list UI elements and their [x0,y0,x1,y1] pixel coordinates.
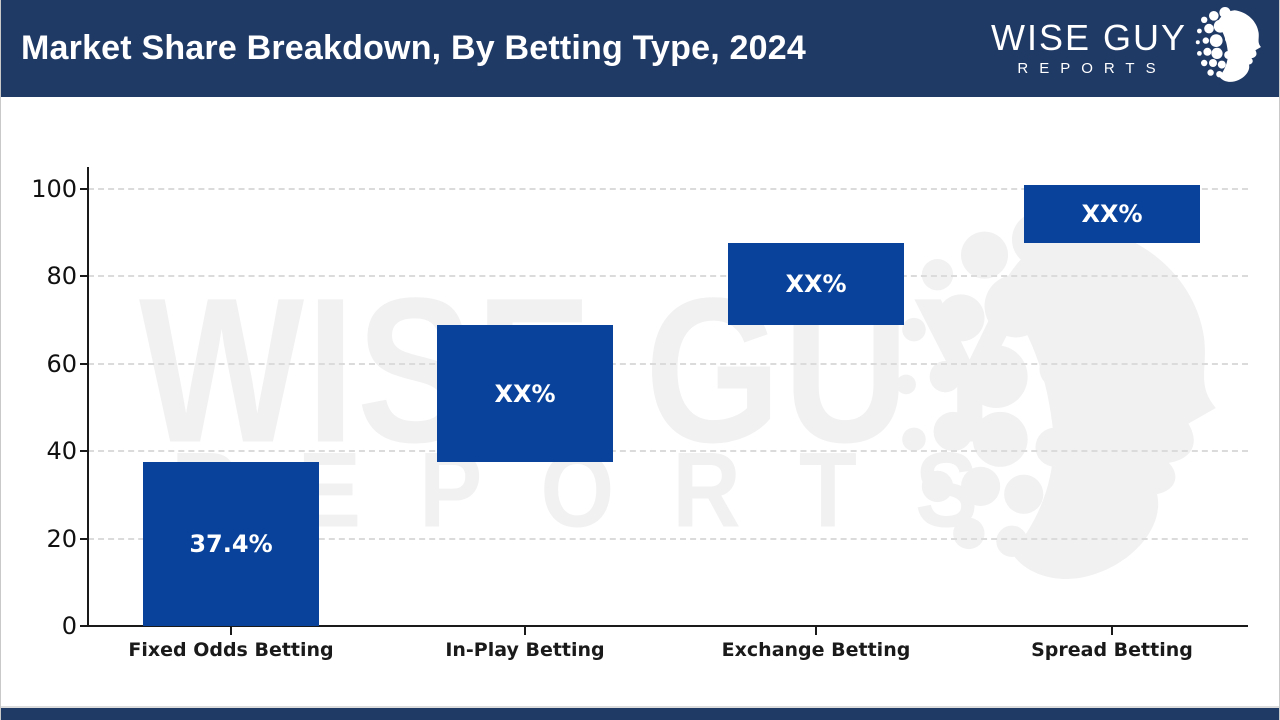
bar [728,242,904,326]
bar-value-label: XX% [785,269,847,298]
gridline [88,450,1248,453]
y-tick-label: 60 [46,349,77,378]
y-axis-line [87,167,89,627]
bar-value-label: XX% [494,379,556,408]
logo-text: WISE GUY REPORTS [990,17,1187,78]
gridline [88,187,1248,190]
watermark-head-icon [873,212,1245,604]
x-tick-mark [1111,627,1113,635]
y-tick-mark [80,625,87,627]
bar-value-label: 37.4% [189,530,273,559]
chart-title: Market Share Breakdown, By Betting Type,… [21,29,806,67]
y-tick-label: 40 [46,437,77,466]
bar-value-label: XX% [1081,199,1143,228]
logo-head-icon [1193,6,1265,91]
x-tick-label: Fixed Odds Betting [128,639,334,661]
y-tick-label: 100 [31,174,77,203]
y-tick-mark [80,362,87,365]
y-tick-mark [80,537,87,540]
gridline [88,537,1248,540]
x-tick-label: Exchange Betting [721,639,911,661]
y-tick-label: 0 [61,612,77,640]
footer-bar [1,706,1279,720]
x-axis-line [87,625,1248,627]
logo-line2: REPORTS [1017,60,1167,77]
x-tick-mark [815,627,817,635]
header-bar: Market Share Breakdown, By Betting Type,… [1,0,1279,97]
y-tick-mark [80,450,87,453]
x-tick-mark [230,627,232,635]
x-tick-label: Spread Betting [1031,639,1193,661]
y-tick-label: 20 [46,524,77,553]
y-tick-label: 80 [46,262,77,291]
logo-line1: WISE GUY [990,17,1187,58]
x-tick-label: In-Play Betting [445,639,605,661]
bar [1024,185,1200,243]
gridline [88,362,1248,365]
y-tick-mark [80,187,87,190]
x-tick-mark [524,627,526,635]
gridline [88,275,1248,278]
bar [143,462,319,626]
wise-guy-logo: WISE GUY REPORTS [990,6,1279,91]
y-tick-mark [80,275,87,278]
bar [437,325,613,463]
